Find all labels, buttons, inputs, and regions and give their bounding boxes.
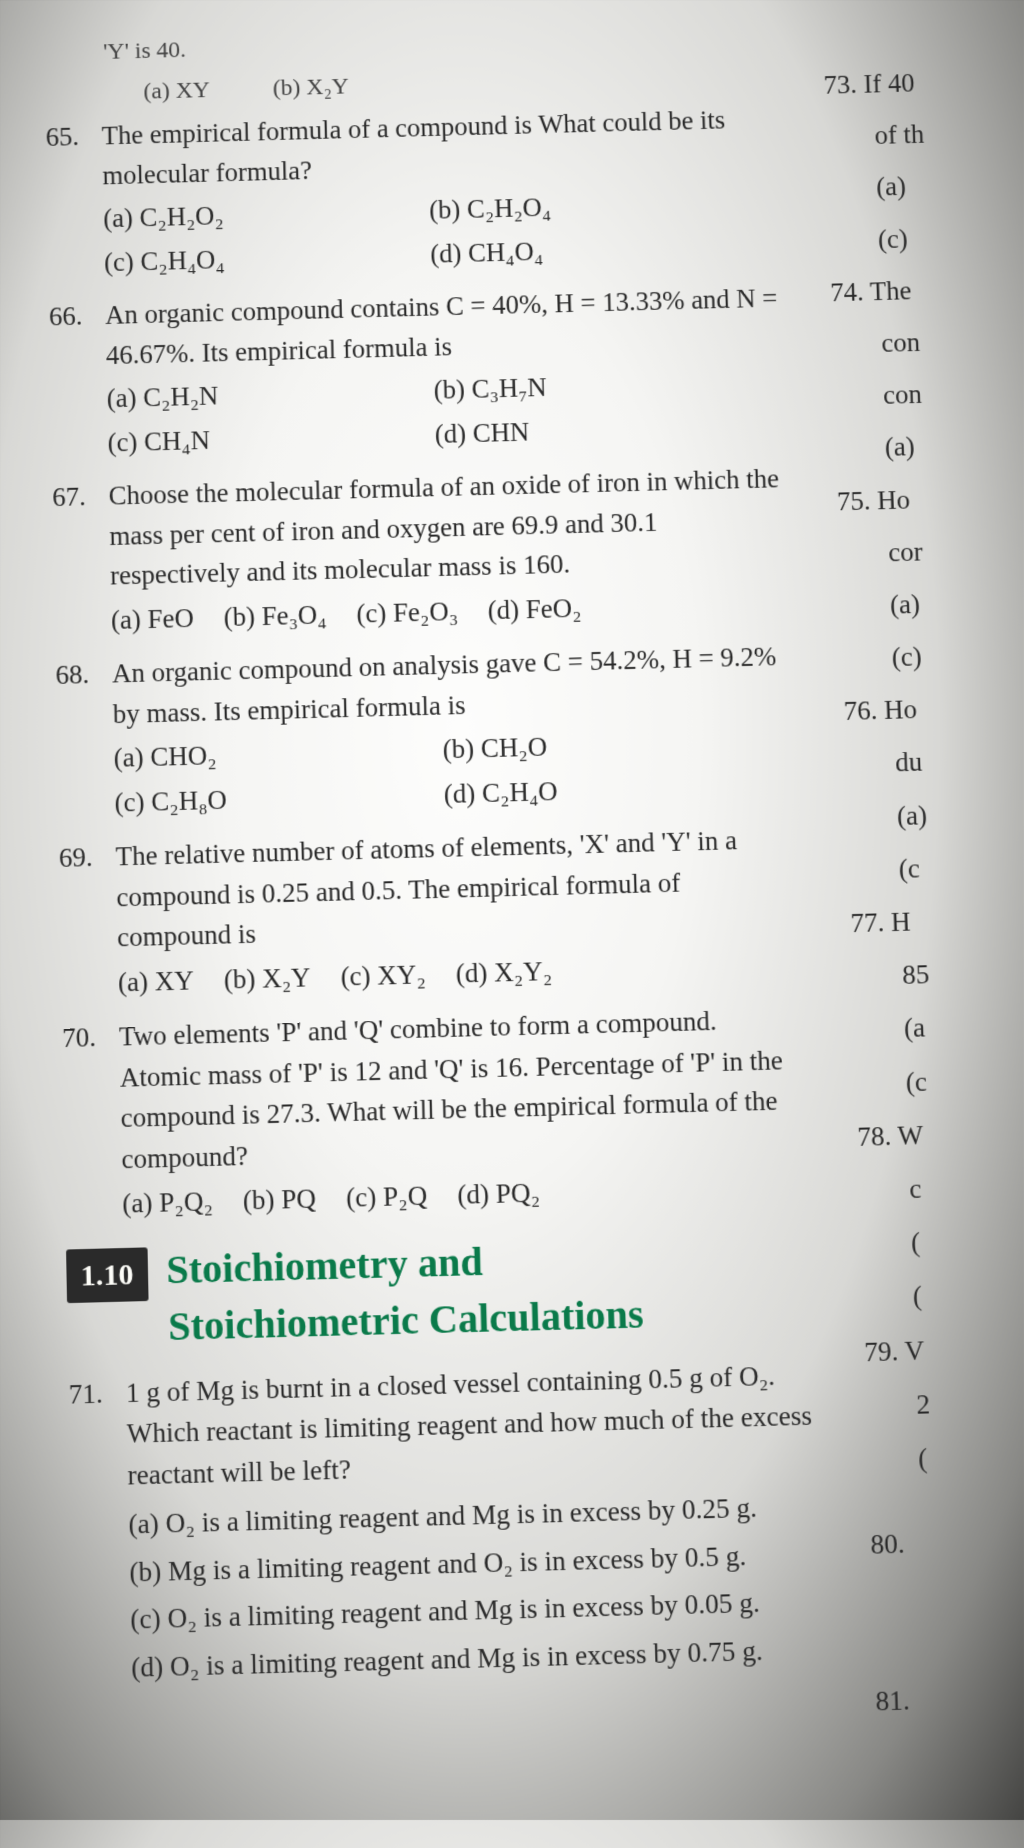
- r77a: (a: [853, 1004, 1024, 1052]
- q65-opt-d: (d) CH₄O₄: [430, 231, 544, 273]
- r78: 78. W: [857, 1111, 1024, 1159]
- q65-body: The empirical formula of a compound is W…: [101, 99, 776, 282]
- q69-text: The relative number of atoms of elements…: [115, 825, 737, 952]
- section-heading: 1.10 Stoichiometry and Stoichiometric Ca…: [66, 1222, 995, 1356]
- r77b: 85: [852, 951, 1024, 999]
- q70-opt-d: (d) PQ₂: [457, 1172, 541, 1215]
- question-66: 66. An organic compound contains C = 40%…: [49, 274, 964, 464]
- q66-body: An organic compound contains C = 40%, H …: [105, 278, 783, 462]
- q66-opt-c: (c) CH₄N: [107, 415, 405, 463]
- r74b: con: [831, 319, 1011, 366]
- q69-opt-a: (a) XY: [118, 960, 195, 1003]
- page-content: 'Y' is 40. (a) XY (b) X₂Y 65. The empiri…: [24, 3, 1024, 1721]
- question-69: 69. The relative number of atoms of elem…: [59, 814, 983, 1004]
- r73c: (c): [828, 215, 1007, 262]
- r75b: cor: [838, 528, 1018, 575]
- q67-text: Choose the molecular formula of an oxide…: [108, 464, 779, 591]
- r75: 75. Ho: [836, 476, 1016, 523]
- q68-body: An organic compound on analysis gave C =…: [112, 636, 794, 822]
- question-70: 70. Two elements 'P' and 'Q' combine to …: [62, 994, 990, 1226]
- r73b: of th: [825, 112, 1004, 159]
- r75c: (c): [841, 633, 1022, 680]
- r76b: du: [845, 739, 1024, 787]
- r78c: (: [860, 1218, 1024, 1266]
- r75a: (a): [840, 581, 1020, 628]
- q67-opt-b: (b) Fe₃O₄: [223, 594, 327, 637]
- r76a: (a): [846, 791, 1024, 839]
- section-title-2: Stoichiometric Calculations: [168, 1291, 645, 1349]
- q70-text: Two elements 'P' and 'Q' combine to form…: [119, 1006, 784, 1174]
- r80: 80.: [870, 1518, 1024, 1567]
- q69-opt-d: (d) X₂Y₂: [455, 950, 552, 993]
- q67-opt-a: (a) FeO: [111, 598, 195, 640]
- q65-num: 65.: [45, 116, 95, 157]
- q71-text: 1 g of Mg is burnt in a closed vessel co…: [126, 1360, 813, 1490]
- section-number: 1.10: [66, 1247, 148, 1303]
- q67-opt-d: (d) FeO₂: [487, 588, 582, 630]
- q69-opt-b: (b) X₂Y: [223, 957, 311, 1000]
- q69-opt-c: (c) XY₂: [340, 954, 426, 997]
- q67-opt-c: (c) Fe₂O₃: [356, 591, 458, 634]
- r76c: (c: [848, 844, 1024, 892]
- q69-body: The relative number of atoms of elements…: [115, 819, 799, 1003]
- q70-num: 70.: [62, 1017, 113, 1059]
- q71-num: 71.: [68, 1372, 119, 1414]
- r73: 73. If 40: [823, 60, 1002, 106]
- q68-text: An organic compound on analysis gave C =…: [112, 641, 777, 728]
- q66-opt-d: (d) CHN: [434, 412, 529, 454]
- q68-opt-b: (b) CH₂O: [442, 727, 547, 770]
- q68-opt-a: (a) CHO₂: [113, 730, 413, 778]
- r81: 81.: [875, 1675, 1024, 1724]
- r77: 77. H: [850, 897, 1024, 945]
- r74: 74. The: [830, 267, 1009, 314]
- r76: 76. Ho: [843, 686, 1024, 734]
- q67-num: 67.: [52, 476, 102, 517]
- q70-opt-b: (b) PQ: [242, 1178, 316, 1221]
- q70-opt-c: (c) P₂Q: [346, 1175, 428, 1218]
- frag-y40: 'Y' is 40.: [103, 37, 186, 64]
- q65-opt-c: (c) C₂H₄O₄: [104, 235, 401, 282]
- question-65: 65. The empirical formula of a compound …: [45, 94, 957, 283]
- r79c: (: [867, 1434, 1024, 1483]
- r78b: c: [858, 1164, 1024, 1212]
- r73a: (a): [826, 163, 1005, 210]
- r74c: con: [833, 371, 1013, 418]
- question-68: 68. An organic compound on analysis gave…: [55, 631, 976, 824]
- frag-opt-b: (b) X₂Y: [272, 69, 349, 106]
- q68-num: 68.: [55, 654, 106, 695]
- q65-opt-a: (a) C₂H₂O₂: [103, 191, 400, 238]
- r79: 79. V: [864, 1326, 1024, 1375]
- q66-num: 66.: [49, 296, 99, 337]
- q68-opt-c: (c) C₂H₈O: [114, 774, 414, 822]
- q67-body: Choose the molecular formula of an oxide…: [108, 459, 788, 640]
- r74a: (a): [835, 423, 1015, 470]
- r78d: (: [862, 1272, 1024, 1321]
- q70-body: Two elements 'P' and 'Q' combine to form…: [119, 999, 806, 1225]
- q65-opt-b: (b) C₂H₂O₄: [429, 187, 552, 230]
- r79b: 2: [865, 1379, 1024, 1428]
- q66-opt-a: (a) C₂H₂N: [106, 371, 404, 418]
- frag-opt-a: (a) XY: [143, 73, 210, 110]
- question-67: 67. Choose the molecular formula of an o…: [52, 454, 970, 642]
- q66-text: An organic compound contains C = 40%, H …: [105, 283, 778, 369]
- q68-opt-d: (d) C₂H₄O: [443, 771, 558, 814]
- q69-num: 69.: [59, 837, 110, 879]
- q71-body: 1 g of Mg is burnt in a closed vessel co…: [126, 1354, 821, 1694]
- q70-opt-a: (a) P₂Q₂: [122, 1181, 213, 1224]
- q65-text: The empirical formula of a compound is: [101, 110, 532, 150]
- section-title-1: Stoichiometry and: [166, 1238, 483, 1292]
- r77c: (c: [855, 1057, 1024, 1105]
- q66-opt-b: (b) C₃H₇N: [433, 367, 547, 410]
